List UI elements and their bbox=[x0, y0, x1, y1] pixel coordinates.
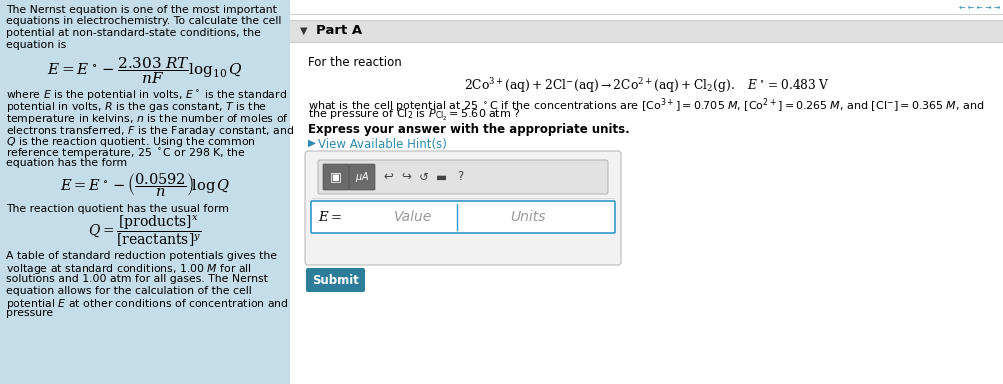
Text: The reaction quotient has the usual form: The reaction quotient has the usual form bbox=[6, 204, 229, 214]
Text: $E =$: $E =$ bbox=[318, 210, 342, 224]
Text: where $E$ is the potential in volts, $E^\circ$ is the standard: where $E$ is the potential in volts, $E^… bbox=[6, 89, 287, 103]
Text: For the reaction: For the reaction bbox=[308, 56, 401, 69]
Bar bbox=[0, 0, 290, 384]
Text: $E = E^\circ - \dfrac{2.303\;RT}{nF}\log_{10} Q$: $E = E^\circ - \dfrac{2.303\;RT}{nF}\log… bbox=[47, 56, 243, 86]
Text: voltage at standard conditions, 1.00 $M$ for all: voltage at standard conditions, 1.00 $M$… bbox=[6, 263, 252, 276]
Text: A table of standard reduction potentials gives the: A table of standard reduction potentials… bbox=[6, 251, 277, 261]
Text: Part A: Part A bbox=[316, 25, 362, 38]
Text: $2\mathrm{Co}^{3+}(\mathrm{aq}) + 2\mathrm{Cl}^{-}(\mathrm{aq})\rightarrow 2\mat: $2\mathrm{Co}^{3+}(\mathrm{aq}) + 2\math… bbox=[463, 76, 829, 95]
Bar bbox=[290, 20, 1003, 42]
Text: ▬: ▬ bbox=[436, 170, 447, 184]
Text: equation is: equation is bbox=[6, 40, 66, 50]
Text: what is the cell potential at 25 $^\circ$C if the concentrations are $[\mathrm{C: what is the cell potential at 25 $^\circ… bbox=[308, 96, 984, 114]
Text: ↺: ↺ bbox=[418, 170, 428, 184]
Text: electrons transferred, $F$ is the Faraday constant, and: electrons transferred, $F$ is the Farada… bbox=[6, 124, 294, 137]
Text: temperature in kelvins, $n$ is the number of moles of: temperature in kelvins, $n$ is the numbe… bbox=[6, 112, 289, 126]
Text: ↪: ↪ bbox=[400, 170, 410, 184]
Text: $E = E^\circ - \left(\dfrac{0.0592}{n}\right)\!\log Q$: $E = E^\circ - \left(\dfrac{0.0592}{n}\r… bbox=[60, 172, 230, 199]
Text: $Q = \dfrac{[\mathrm{products}]^x}{[\mathrm{reactants}]^y}$: $Q = \dfrac{[\mathrm{products}]^x}{[\mat… bbox=[88, 213, 202, 249]
Text: View Available Hint(s): View Available Hint(s) bbox=[318, 138, 446, 151]
Text: $Q$ is the reaction quotient. Using the common: $Q$ is the reaction quotient. Using the … bbox=[6, 135, 256, 149]
Text: Units: Units bbox=[510, 210, 546, 224]
Text: solutions and 1.00 atm for all gases. The Nernst: solutions and 1.00 atm for all gases. Th… bbox=[6, 274, 268, 284]
Text: ↩: ↩ bbox=[383, 170, 392, 184]
Text: ▣: ▣ bbox=[330, 170, 342, 184]
Text: Submit: Submit bbox=[312, 273, 359, 286]
Text: ▶: ▶ bbox=[308, 138, 316, 148]
Text: the pressure of $\mathrm{Cl}_2$ is $P_{\mathrm{Cl}_2} = 5.60\;\mathrm{atm}$ ?: the pressure of $\mathrm{Cl}_2$ is $P_{\… bbox=[308, 108, 521, 123]
Text: equation allows for the calculation of the cell: equation allows for the calculation of t… bbox=[6, 285, 252, 296]
Text: reference temperature, 25 $^\circ$C or 298 K, the: reference temperature, 25 $^\circ$C or 2… bbox=[6, 147, 246, 161]
FancyBboxPatch shape bbox=[305, 151, 621, 265]
Text: Value: Value bbox=[393, 210, 431, 224]
Text: potential in volts, $R$ is the gas constant, $T$ is the: potential in volts, $R$ is the gas const… bbox=[6, 101, 267, 114]
Text: Express your answer with the appropriate units.: Express your answer with the appropriate… bbox=[308, 123, 629, 136]
Text: ← ← ← → →: ← ← ← → → bbox=[958, 3, 999, 12]
FancyBboxPatch shape bbox=[323, 164, 349, 190]
FancyBboxPatch shape bbox=[318, 160, 608, 194]
Text: equation has the form: equation has the form bbox=[6, 158, 127, 168]
Bar bbox=[290, 0, 1003, 384]
Text: potential at non-standard-state conditions, the: potential at non-standard-state conditio… bbox=[6, 28, 261, 38]
FancyBboxPatch shape bbox=[311, 201, 615, 233]
Text: equations in electrochemistry. To calculate the cell: equations in electrochemistry. To calcul… bbox=[6, 17, 281, 26]
Text: ?: ? bbox=[456, 170, 462, 184]
Text: potential $E$ at other conditions of concentration and: potential $E$ at other conditions of con… bbox=[6, 297, 288, 311]
Text: pressure: pressure bbox=[6, 308, 53, 318]
FancyBboxPatch shape bbox=[306, 268, 365, 292]
Text: $\mu A$: $\mu A$ bbox=[354, 170, 369, 184]
Text: ▼: ▼ bbox=[300, 26, 307, 36]
FancyBboxPatch shape bbox=[349, 164, 375, 190]
Text: The Nernst equation is one of the most important: The Nernst equation is one of the most i… bbox=[6, 5, 277, 15]
